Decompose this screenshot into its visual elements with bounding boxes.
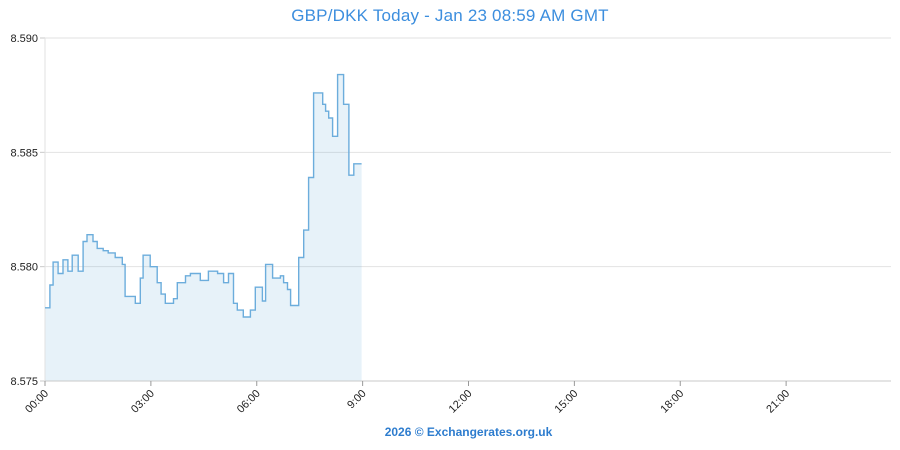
x-tick-label-group: 03:00 xyxy=(129,388,157,416)
x-tick-label-group: 12:00 xyxy=(447,388,475,416)
y-axis-labels: 8.575 8.580 8.585 8.590 xyxy=(10,33,38,388)
x-tick-label-group: 06:00 xyxy=(235,388,263,416)
x-tick-label-group: 15:00 xyxy=(553,388,581,416)
y-tick-label: 8.575 xyxy=(10,376,38,388)
copyright-footer: 2026 © Exchangerates.org.uk xyxy=(384,425,553,439)
x-tick-label-group: 21:00 xyxy=(764,388,792,416)
y-tick-label: 8.590 xyxy=(10,33,38,45)
rate-line xyxy=(45,73,362,318)
rate-step-line xyxy=(45,73,362,318)
x-tick-label: 9:00 xyxy=(345,388,369,412)
area-fill xyxy=(45,74,362,381)
x-tick-label: 21:00 xyxy=(764,388,792,416)
x-tick-label-group: 9:00 xyxy=(345,388,369,412)
x-tick-label: 03:00 xyxy=(129,388,157,416)
axes xyxy=(40,37,891,386)
x-tick-label: 06:00 xyxy=(235,388,263,416)
x-tick-label: 12:00 xyxy=(447,388,475,416)
y-tick-label: 8.585 xyxy=(10,147,38,159)
rate-area-fill xyxy=(45,74,362,381)
chart-title: GBP/DKK Today - Jan 23 08:59 AM GMT xyxy=(291,6,609,25)
x-tick-label-group: 18:00 xyxy=(658,388,686,416)
x-tick-label: 00:00 xyxy=(23,388,51,416)
y-tick-label: 8.580 xyxy=(10,262,38,274)
x-tick-label: 18:00 xyxy=(658,388,686,416)
x-tick-label-group: 00:00 xyxy=(23,388,51,416)
x-tick-label: 15:00 xyxy=(553,388,581,416)
x-axis-labels: 00:00 03:00 06:00 9:00 12:00 15:00 18:00 21:00 xyxy=(23,388,792,416)
